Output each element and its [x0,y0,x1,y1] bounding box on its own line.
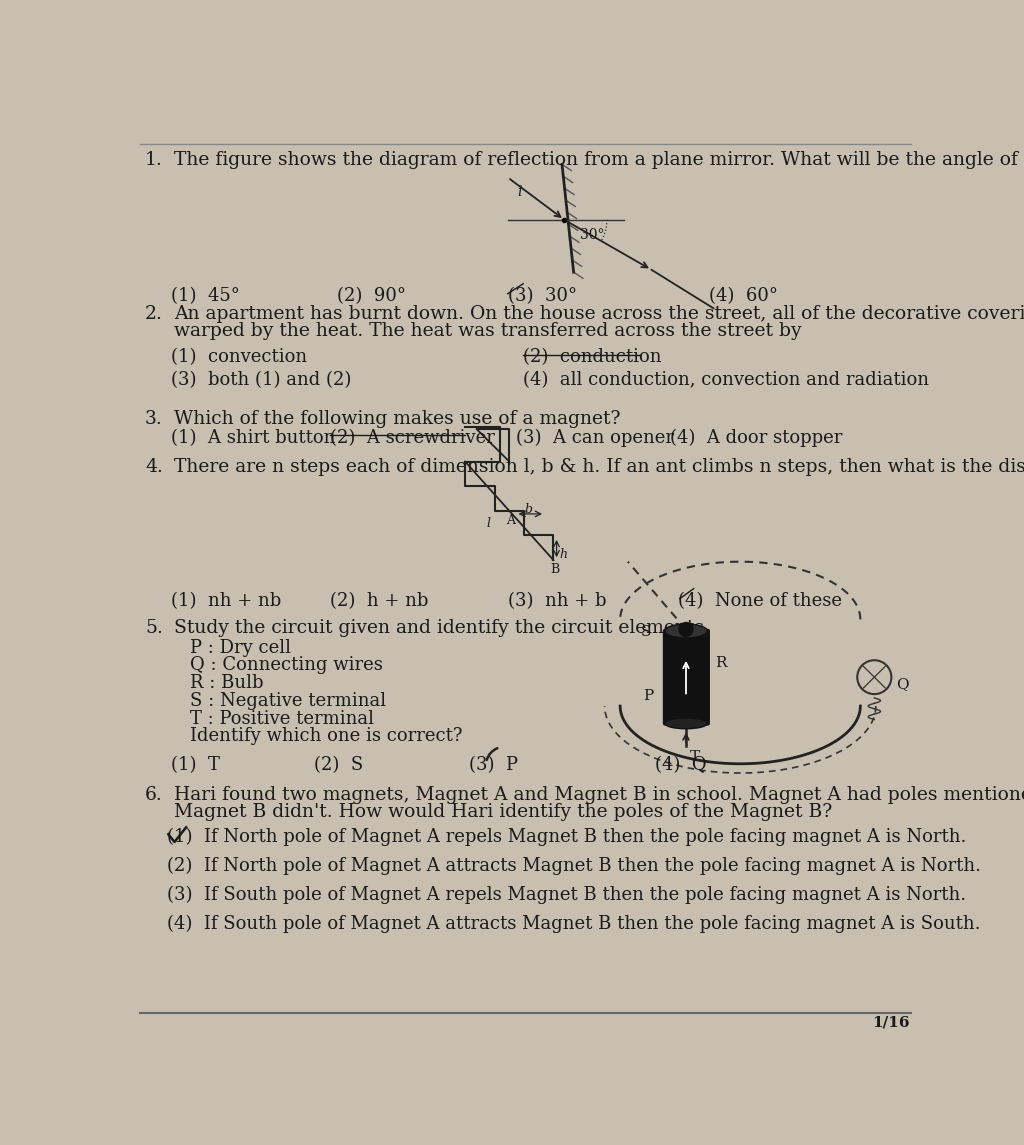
Text: The figure shows the diagram of reflection from a plane mirror. What will be the: The figure shows the diagram of reflecti… [174,151,1024,169]
Text: T : Positive terminal: T : Positive terminal [190,710,374,727]
Ellipse shape [665,624,708,638]
Text: (3)  both (1) and (2): (3) both (1) and (2) [171,371,351,389]
Text: warped by the heat. The heat was transferred across the street by: warped by the heat. The heat was transfe… [174,322,802,340]
Text: An apartment has burnt down. On the house across the street, all of the decorati: An apartment has burnt down. On the hous… [174,306,1024,323]
Text: Q : Connecting wires: Q : Connecting wires [190,656,383,674]
Text: There are n steps each of dimension l, b & h. If an ant climbs n steps, then wha: There are n steps each of dimension l, b… [174,458,1024,475]
Text: (2)  90°: (2) 90° [337,287,407,306]
Text: 1/16: 1/16 [872,1016,909,1029]
Text: (1)  T: (1) T [171,757,219,774]
Text: Study the circuit given and identify the circuit elements.: Study the circuit given and identify the… [174,619,711,638]
Text: Identify which one is correct?: Identify which one is correct? [190,727,463,745]
Text: (1)  45°: (1) 45° [171,287,240,306]
FancyBboxPatch shape [664,630,710,725]
Text: 4.: 4. [145,458,163,475]
Text: T: T [690,750,700,765]
Text: (1)  nh + nb: (1) nh + nb [171,592,281,610]
Text: B: B [550,563,560,576]
Text: h: h [560,547,567,561]
Text: i: i [517,185,521,199]
Text: (3)  If South pole of Magnet A repels Magnet B then the pole facing magnet A is : (3) If South pole of Magnet A repels Mag… [167,886,966,905]
Text: P : Dry cell: P : Dry cell [190,639,291,657]
Text: (2)  conduction: (2) conduction [523,348,662,366]
Text: 30°: 30° [580,228,604,243]
Text: (4)  60°: (4) 60° [710,287,778,306]
Text: 6.: 6. [145,785,163,804]
Text: (1)  If North pole of Magnet A repels Magnet B then the pole facing magnet A is : (1) If North pole of Magnet A repels Mag… [167,828,966,845]
Text: R: R [716,656,727,670]
Text: Which of the following makes use of a magnet?: Which of the following makes use of a ma… [174,410,621,428]
Text: 5.: 5. [145,619,163,638]
Ellipse shape [665,718,708,728]
Text: (3)  nh + b: (3) nh + b [508,592,606,610]
Circle shape [679,623,693,637]
Text: R : Bulb: R : Bulb [190,674,263,692]
Text: (4)  A door stopper: (4) A door stopper [671,429,843,448]
Text: Q: Q [896,677,908,692]
Text: A: A [506,514,515,527]
Text: (4)  Q: (4) Q [655,757,707,774]
Text: (2)  S: (2) S [314,757,364,774]
Text: (2)  h + nb: (2) h + nb [330,592,428,610]
Text: (1)  convection: (1) convection [171,348,307,366]
Text: (4)  If South pole of Magnet A attracts Magnet B then the pole facing magnet A i: (4) If South pole of Magnet A attracts M… [167,915,980,933]
Text: Hari found two magnets, Magnet A and Magnet B in school. Magnet A had poles ment: Hari found two magnets, Magnet A and Mag… [174,785,1024,804]
Text: (4)  None of these: (4) None of these [678,592,843,610]
Text: b: b [524,503,532,516]
Text: (2)  A screwdriver: (2) A screwdriver [330,429,495,448]
Text: P: P [643,689,653,703]
Text: (3)  A can opener: (3) A can opener [515,429,674,448]
Text: (1)  A shirt button: (1) A shirt button [171,429,335,448]
Text: (3)  P: (3) P [469,757,518,774]
Text: Magnet B didn't. How would Hari identify the poles of the Magnet B?: Magnet B didn't. How would Hari identify… [174,803,833,821]
Text: 2.: 2. [145,306,163,323]
Text: (3)  30°: (3) 30° [508,287,577,306]
Text: S : Negative terminal: S : Negative terminal [190,692,386,710]
Text: S: S [640,625,650,639]
Text: (4)  all conduction, convection and radiation: (4) all conduction, convection and radia… [523,371,929,389]
Text: l: l [486,518,490,530]
Text: 3.: 3. [145,410,163,428]
Text: 1.: 1. [145,151,163,169]
Text: (2)  If North pole of Magnet A attracts Magnet B then the pole facing magnet A i: (2) If North pole of Magnet A attracts M… [167,856,981,875]
